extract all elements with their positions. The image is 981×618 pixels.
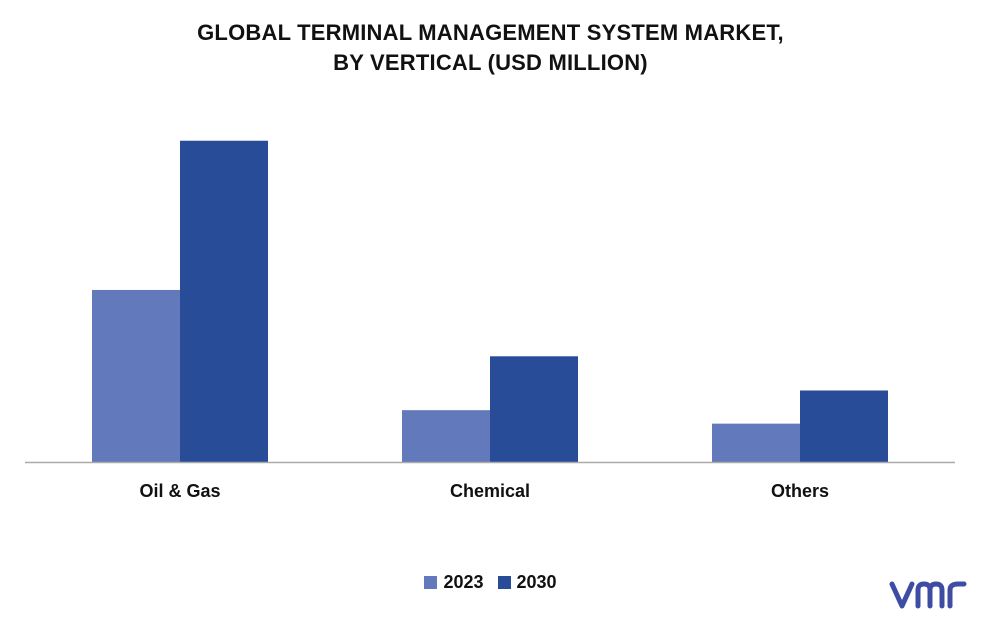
bar-2023-chemical [402, 410, 490, 462]
legend-swatch-2030 [497, 576, 511, 589]
bar-2023-others [712, 423, 800, 462]
vmr-logo-icon [889, 581, 967, 609]
legend-label-2023: 2023 [443, 572, 484, 592]
legend-swatch-2023 [424, 576, 438, 589]
category-label: Others [771, 481, 829, 501]
legend-item-2023: 2023 [424, 572, 484, 593]
category-label: Chemical [450, 481, 530, 501]
bar-2030-chemical [490, 356, 578, 462]
category-label: Oil & Gas [139, 481, 220, 501]
legend-item-2030: 2030 [497, 572, 557, 593]
bar-2023-oil-gas [92, 289, 180, 462]
legend-label-2030: 2030 [516, 572, 557, 592]
bar-2030-others [800, 390, 888, 462]
bar-2030-oil-gas [180, 140, 268, 462]
title-line-2: BY VERTICAL (USD MILLION) [333, 50, 648, 75]
chart-title: GLOBAL TERMINAL MANAGEMENT SYSTEM MARKET… [0, 18, 981, 78]
title-line-1: GLOBAL TERMINAL MANAGEMENT SYSTEM MARKET… [197, 20, 784, 45]
legend: 2023 2030 [0, 572, 981, 593]
